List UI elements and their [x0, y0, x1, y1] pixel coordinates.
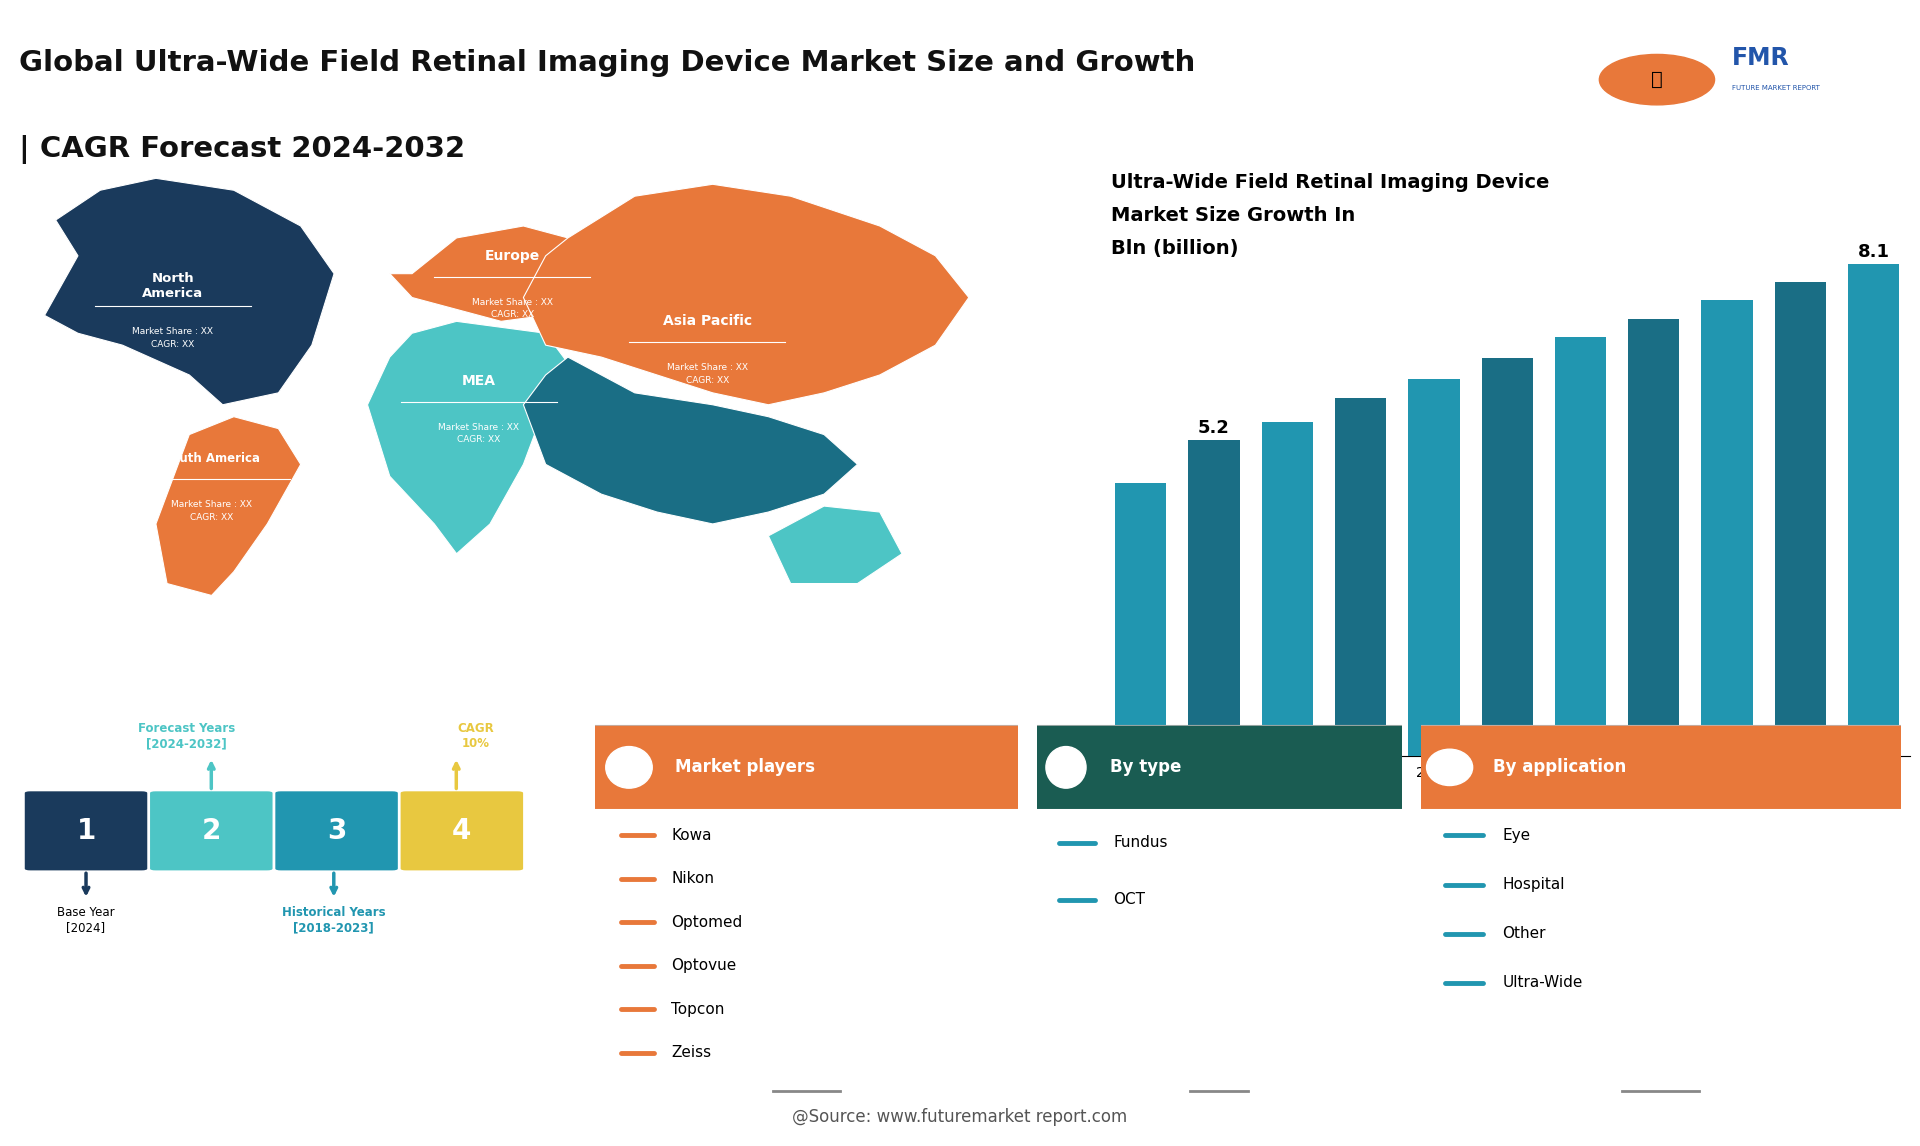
Bar [1407, 379, 1459, 756]
Text: Global Ultra-Wide Field Retinal Imaging Device Market Size and Growth: Global Ultra-Wide Field Retinal Imaging … [19, 49, 1196, 77]
Text: Topcon: Topcon [672, 1002, 724, 1017]
Text: By type: By type [1110, 759, 1181, 776]
Bar [1628, 319, 1680, 756]
Text: @Source: www.futuremarket report.com: @Source: www.futuremarket report.com [793, 1108, 1127, 1127]
Bar [1188, 440, 1240, 756]
Bar [1555, 337, 1607, 756]
Text: Kowa: Kowa [672, 827, 712, 843]
Text: Historical Years
[2018-2023]: Historical Years [2018-2023] [282, 906, 386, 934]
FancyBboxPatch shape [401, 791, 522, 871]
Text: Market Size Growth In: Market Size Growth In [1112, 206, 1356, 225]
FancyBboxPatch shape [1029, 725, 1409, 809]
Circle shape [1427, 749, 1473, 785]
Polygon shape [390, 226, 601, 321]
Polygon shape [156, 417, 301, 596]
Text: Market Share : XX
CAGR: XX: Market Share : XX CAGR: XX [666, 363, 747, 385]
Bar [1701, 300, 1753, 756]
Text: 4: 4 [453, 817, 472, 845]
Polygon shape [524, 185, 970, 405]
FancyBboxPatch shape [150, 791, 273, 871]
Text: Other: Other [1501, 926, 1546, 941]
Text: By application: By application [1494, 759, 1626, 776]
Text: FUTURE MARKET REPORT: FUTURE MARKET REPORT [1732, 86, 1820, 92]
Text: CAGR
10%: CAGR 10% [457, 722, 493, 751]
FancyBboxPatch shape [275, 791, 397, 871]
Circle shape [1599, 54, 1715, 104]
Text: Ultra-Wide Field Retinal Imaging Device: Ultra-Wide Field Retinal Imaging Device [1112, 173, 1549, 191]
Text: Ultra-Wide: Ultra-Wide [1501, 975, 1582, 990]
Bar [1334, 398, 1386, 756]
Text: 🔥: 🔥 [1651, 70, 1663, 89]
Bar [1849, 264, 1899, 756]
Text: Market Share : XX
CAGR: XX: Market Share : XX CAGR: XX [438, 423, 518, 445]
FancyBboxPatch shape [25, 791, 148, 871]
Text: 1: 1 [77, 817, 96, 845]
Text: Hospital: Hospital [1501, 877, 1565, 892]
Polygon shape [44, 179, 334, 405]
FancyBboxPatch shape [1588, 21, 1887, 151]
Text: Optomed: Optomed [672, 915, 743, 929]
FancyBboxPatch shape [1411, 725, 1910, 809]
Text: Base Year
[2024]: Base Year [2024] [58, 906, 115, 934]
Text: Market players: Market players [676, 759, 816, 776]
Text: 8.1: 8.1 [1859, 243, 1889, 261]
FancyBboxPatch shape [588, 725, 1025, 809]
Bar [1482, 358, 1532, 756]
Text: Market Share : XX
CAGR: XX: Market Share : XX CAGR: XX [472, 298, 553, 319]
Text: Optovue: Optovue [672, 958, 737, 973]
Text: OCT: OCT [1114, 893, 1146, 908]
Bar [1261, 422, 1313, 756]
Polygon shape [768, 507, 902, 583]
Polygon shape [524, 358, 858, 524]
Text: South America: South America [163, 452, 259, 465]
Text: Europe: Europe [484, 249, 540, 262]
Text: MEA: MEA [463, 374, 495, 388]
Text: 5.2: 5.2 [1198, 419, 1231, 437]
Circle shape [607, 746, 653, 788]
Text: | CAGR Forecast 2024-2032: | CAGR Forecast 2024-2032 [19, 135, 465, 164]
Text: Asia Pacific: Asia Pacific [662, 314, 753, 329]
Text: North
America: North America [142, 272, 204, 299]
Text: Forecast Years
[2024-2032]: Forecast Years [2024-2032] [138, 722, 234, 751]
Text: 2: 2 [202, 817, 221, 845]
Bar [1774, 282, 1826, 756]
Text: 3: 3 [326, 817, 346, 845]
Text: Bln (billion): Bln (billion) [1112, 240, 1238, 259]
Circle shape [1046, 746, 1087, 788]
Bar [1116, 482, 1165, 756]
Text: Zeiss: Zeiss [672, 1045, 710, 1060]
Text: Nikon: Nikon [672, 871, 714, 886]
Text: Fundus: Fundus [1114, 835, 1167, 850]
Text: Market Share : XX
CAGR: XX: Market Share : XX CAGR: XX [132, 328, 213, 348]
Text: FMR: FMR [1732, 46, 1789, 70]
Polygon shape [367, 321, 568, 554]
Text: Market Share : XX
CAGR: XX: Market Share : XX CAGR: XX [171, 500, 252, 521]
Text: Eye: Eye [1501, 827, 1530, 843]
